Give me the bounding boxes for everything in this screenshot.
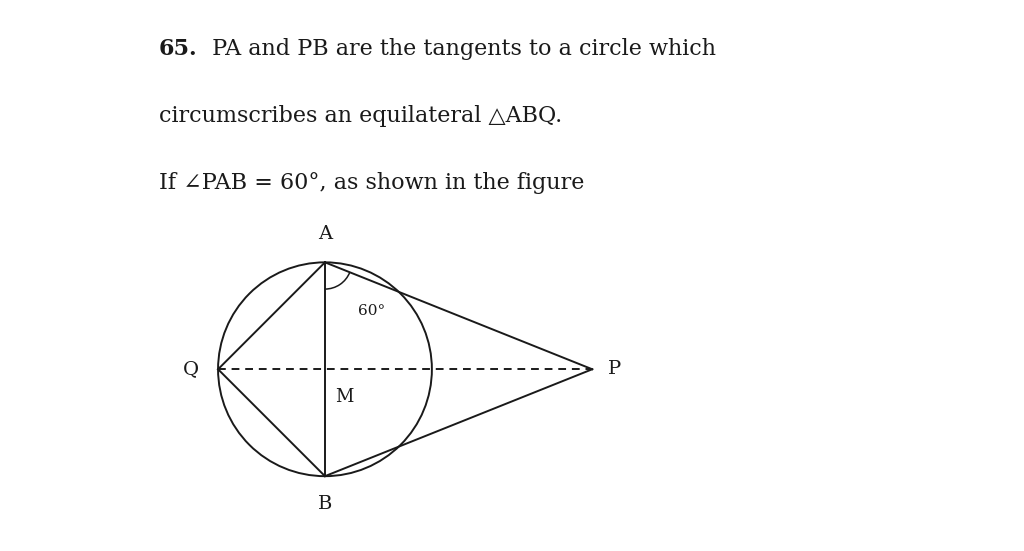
Text: M: M <box>335 388 353 407</box>
Text: 60°: 60° <box>358 304 385 318</box>
Text: PA and PB are the tangents to a circle which: PA and PB are the tangents to a circle w… <box>205 37 716 60</box>
Text: P: P <box>608 360 622 378</box>
Text: A: A <box>317 225 332 243</box>
Text: 65.: 65. <box>159 37 198 60</box>
Text: If ∠PAB = 60°, as shown in the figure: If ∠PAB = 60°, as shown in the figure <box>159 172 584 194</box>
Text: B: B <box>317 495 332 514</box>
Text: circumscribes an equilateral △ABQ.: circumscribes an equilateral △ABQ. <box>159 105 562 127</box>
Text: Q: Q <box>182 360 199 378</box>
